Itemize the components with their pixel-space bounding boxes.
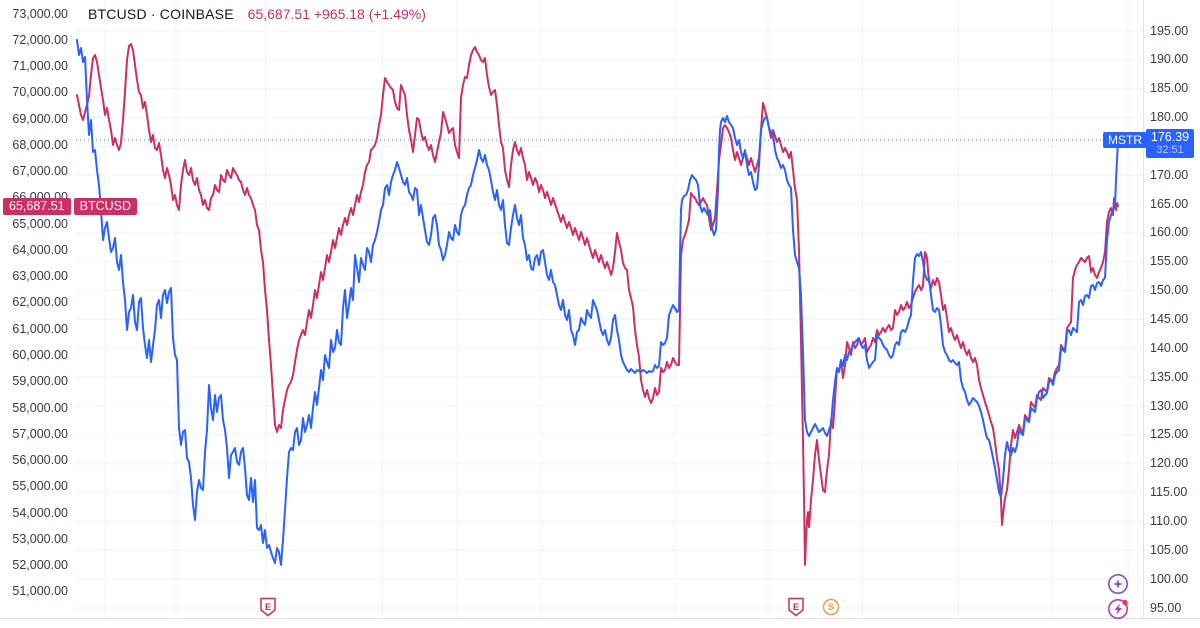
right-axis-label: 130.00 — [1150, 398, 1189, 413]
right-axis-label: 160.00 — [1150, 225, 1189, 240]
left-axis-label: 58,000.00 — [12, 400, 68, 415]
svg-text:S: S — [828, 602, 834, 613]
right-axis-label: 105.00 — [1150, 542, 1189, 557]
left-axis-label: 69,000.00 — [12, 111, 68, 126]
left-axis-label: 55,000.00 — [12, 479, 68, 494]
notification-dot — [1122, 599, 1128, 606]
left-axis-label: 64,000.00 — [12, 242, 68, 257]
right-axis-label: 110.00 — [1150, 513, 1188, 528]
left-axis-label: 72,000.00 — [12, 32, 68, 47]
mstr-countdown: 32:51 — [1156, 144, 1184, 156]
right-axis-label: 125.00 — [1150, 427, 1189, 442]
symbol-title[interactable]: BTCUSD · COINBASE — [88, 6, 234, 22]
earnings-icon: E — [260, 597, 276, 617]
right-axis-label: 180.00 — [1150, 110, 1189, 125]
left-axis-label: 53,000.00 — [12, 531, 68, 546]
right-axis-label: 115.00 — [1150, 485, 1188, 500]
right-axis-border — [1143, 0, 1144, 618]
right-axis-label: 120.00 — [1150, 456, 1189, 471]
symbol-quote: 65,687.51 +965.18 (+1.49%) — [247, 6, 426, 22]
left-axis-label: 59,000.00 — [12, 374, 68, 389]
scroll-to-latest-button[interactable] — [1107, 573, 1129, 595]
right-axis-label: 100.00 — [1150, 571, 1189, 586]
left-axis-label: 54,000.00 — [12, 505, 68, 520]
left-axis-label: 51,000.00 — [12, 584, 68, 599]
mstr-last-price: 176.39 — [1150, 130, 1190, 144]
split-icon: S — [822, 598, 840, 616]
right-axis-label: 145.00 — [1150, 312, 1189, 326]
left-axis-label: 61,000.00 — [12, 321, 68, 336]
right-axis-gutter — [1144, 0, 1200, 618]
right-axis-label: 140.00 — [1150, 340, 1189, 355]
right-axis-label: 155.00 — [1150, 254, 1189, 269]
left-axis-label: 60,000.00 — [12, 348, 68, 363]
symbol-header: BTCUSD · COINBASE 65,687.51 +965.18 (+1.… — [88, 6, 426, 22]
right-axis-label: 170.00 — [1150, 167, 1189, 182]
series-mstr[interactable] — [76, 39, 1119, 566]
svg-text:E: E — [793, 602, 799, 613]
left-axis-label: 63,000.00 — [12, 269, 68, 284]
quick-order-button[interactable] — [1107, 598, 1129, 620]
right-axis-label: 195.00 — [1150, 23, 1189, 38]
right-axis-label: 190.00 — [1150, 52, 1189, 67]
btcusd-price-badge: 65,687.51 BTCUSD — [3, 198, 138, 215]
right-axis-label: 165.00 — [1150, 196, 1189, 211]
earnings-marker[interactable]: E — [787, 597, 805, 617]
left-axis-label: 67,000.00 — [12, 164, 68, 179]
lightning-icon — [1108, 599, 1128, 619]
svg-text:E: E — [265, 602, 271, 613]
right-axis-label: 185.00 — [1150, 81, 1189, 96]
mstr-series-label[interactable]: MSTR — [1103, 132, 1147, 148]
left-axis-label: 62,000.00 — [12, 295, 68, 310]
right-axis-label: 95.00 — [1150, 600, 1182, 615]
left-axis-label: 70,000.00 — [12, 85, 68, 100]
right-axis-label: 150.00 — [1150, 283, 1189, 298]
left-axis-gutter — [0, 0, 75, 618]
left-axis-label: 73,000.00 — [12, 6, 68, 21]
earnings-icon: E — [788, 597, 804, 617]
series-btcusd[interactable] — [76, 43, 1119, 566]
btcusd-symbol-tag: BTCUSD — [73, 198, 138, 215]
left-axis-label: 52,000.00 — [12, 558, 68, 573]
sparkle-plus-icon — [1108, 574, 1128, 594]
right-axis-label: 135.00 — [1150, 369, 1189, 384]
left-axis-label: 65,000.00 — [12, 216, 68, 231]
left-axis-label: 71,000.00 — [12, 59, 68, 74]
split-marker[interactable]: S — [822, 597, 840, 617]
earnings-marker[interactable]: E — [259, 597, 277, 617]
left-axis-label: 68,000.00 — [12, 137, 68, 152]
btcusd-last-price: 65,687.51 — [3, 198, 71, 215]
left-axis-label: 56,000.00 — [12, 453, 68, 468]
mstr-price-badge: 176.39 32:51 — [1146, 129, 1194, 158]
time-axis[interactable] — [0, 618, 1200, 628]
left-axis-label: 57,000.00 — [12, 426, 68, 441]
